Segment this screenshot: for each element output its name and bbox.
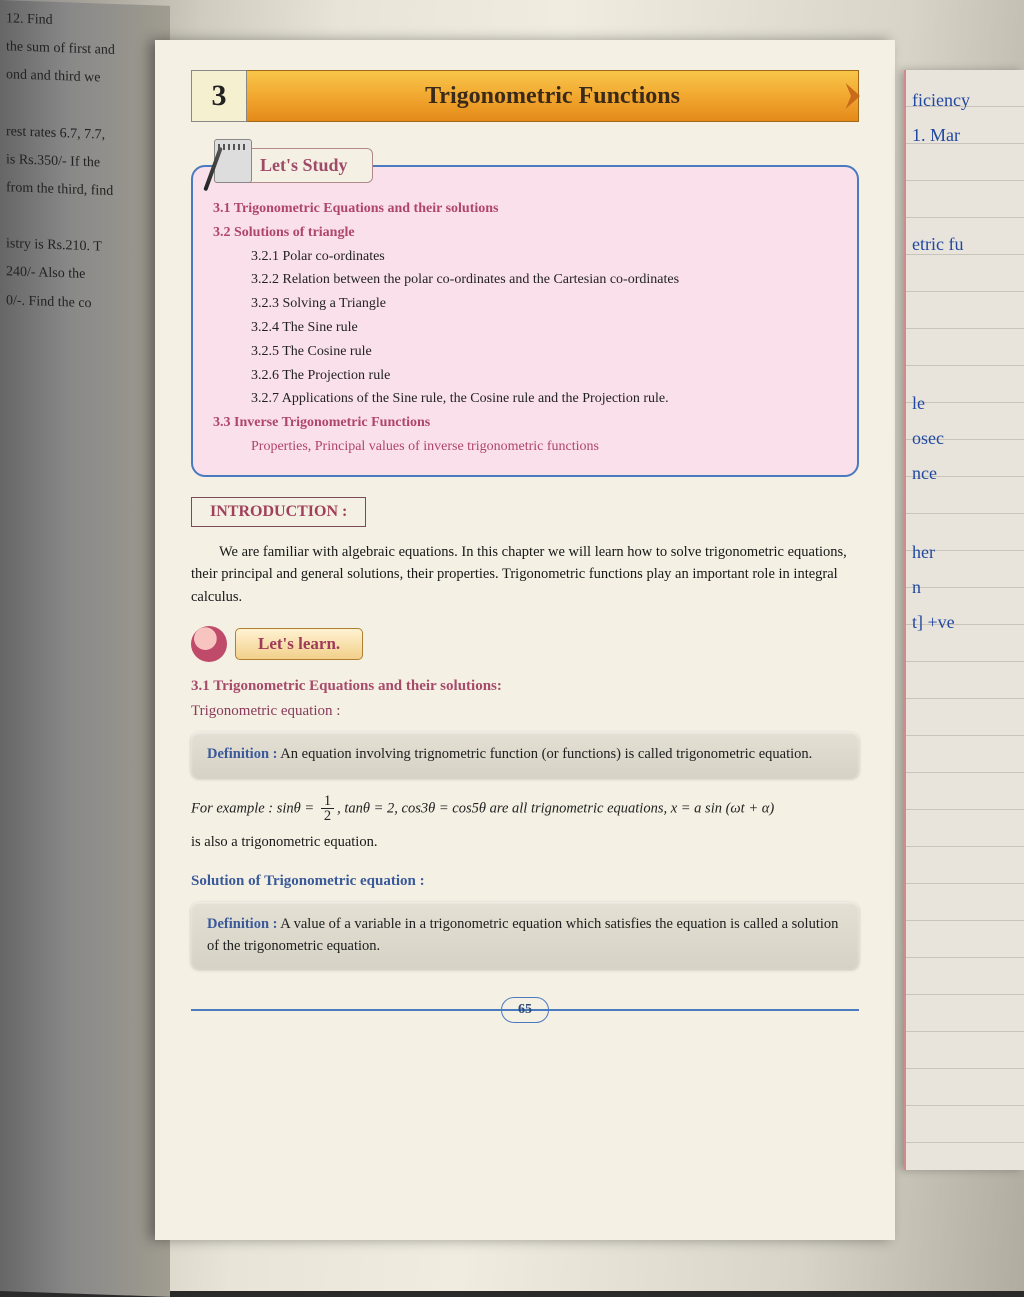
handwritten-note: nce <box>912 463 1020 484</box>
definition-box: Definition : A value of a variable in a … <box>191 902 859 970</box>
toc-subitem: Properties, Principal values of inverse … <box>213 435 837 459</box>
toc-subitem: 3.2.2 Relation between the polar co-ordi… <box>213 268 837 292</box>
section-heading: 3.1 Trigonometric Equations and their so… <box>191 678 859 695</box>
handwritten-notebook: ficiency 1. Mar etric fu le osec nce her… <box>904 70 1024 1170</box>
handwritten-note: her <box>912 542 1020 563</box>
solution-heading: Solution of Trigonometric equation : <box>191 873 859 890</box>
handwritten-note: osec <box>912 428 1020 449</box>
edge-fragment: from the third, find <box>6 179 164 203</box>
toc-subitem: 3.2.7 Applications of the Sine rule, the… <box>213 387 837 411</box>
lets-study-box: 3.1 Trigonometric Equations and their so… <box>191 165 859 477</box>
definition-label: Definition : <box>207 746 277 762</box>
previous-page-edge: 12. Find the sum of first and ond and th… <box>0 0 170 1297</box>
example-tail: is also a trigonometric equation. <box>191 834 859 851</box>
handwritten-note: ficiency <box>912 90 1020 111</box>
example-eq: sinθ = <box>277 800 318 816</box>
lets-study-label: Let's Study <box>260 155 348 176</box>
toc-item: 3.3 Inverse Trigonometric Functions <box>213 411 837 435</box>
edge-fragment: 240/- Also the <box>6 264 164 288</box>
toc-item: 3.1 Trigonometric Equations and their so… <box>213 197 837 221</box>
handwritten-note: t] +ve <box>912 612 1020 633</box>
reader-icon <box>191 626 227 662</box>
definition-box: Definition : An equation involving trign… <box>191 732 859 778</box>
fraction-numerator: 1 <box>321 794 334 810</box>
handwritten-note: le <box>912 393 1020 414</box>
lets-learn-label: Let's learn. <box>235 628 363 660</box>
edge-fragment: ond and third we <box>6 67 164 91</box>
handwritten-note: etric fu <box>912 234 1020 255</box>
textbook-page: 3 Trigonometric Functions Let's Study 3.… <box>155 40 895 1240</box>
edge-fragment: the sum of first and <box>6 38 164 62</box>
edge-fragment: is Rs.350/- If the <box>6 151 164 175</box>
chapter-title: Trigonometric Functions <box>247 70 859 122</box>
introduction-text: We are familiar with algebraic equations… <box>191 541 859 608</box>
fraction: 12 <box>321 794 334 824</box>
introduction-label: INTRODUCTION : <box>191 497 366 527</box>
toc-item: 3.2 Solutions of triangle <box>213 221 837 245</box>
handwritten-note: 1. Mar <box>912 125 1020 146</box>
toc-subitem: 3.2.6 The Projection rule <box>213 364 837 388</box>
definition-label: Definition : <box>207 916 277 932</box>
lets-learn-header: Let's learn. <box>191 626 859 662</box>
edge-fragment: rest rates 6.7, 7.7, <box>6 123 164 147</box>
lets-study-tab: Let's Study <box>219 148 373 183</box>
example-line: For example : sinθ = 12, tanθ = 2, cos3θ… <box>191 794 859 824</box>
edge-fragment: 12. Find <box>6 10 164 34</box>
toc-subitem: 3.2.1 Polar co-ordinates <box>213 245 837 269</box>
definition-text: A value of a variable in a trigonometric… <box>207 916 838 954</box>
section-subheading: Trigonometric equation : <box>191 703 859 720</box>
notepad-icon <box>214 139 252 183</box>
toc-subitem: 3.2.4 The Sine rule <box>213 316 837 340</box>
edge-fragment: 0/-. Find the co <box>6 292 164 316</box>
handwritten-note: n <box>912 577 1020 598</box>
toc-subitem: 3.2.3 Solving a Triangle <box>213 292 837 316</box>
chapter-header: 3 Trigonometric Functions <box>191 70 859 122</box>
fraction-denominator: 2 <box>321 809 334 824</box>
example-eq: , tanθ = 2, cos3θ = cos5θ are all trigno… <box>337 800 774 816</box>
definition-text: An equation involving trignometric funct… <box>277 746 812 762</box>
toc-subitem: 3.2.5 The Cosine rule <box>213 340 837 364</box>
chapter-number: 3 <box>191 70 247 122</box>
edge-fragment: istry is Rs.210. T <box>6 235 164 259</box>
example-lead: For example : <box>191 800 277 816</box>
